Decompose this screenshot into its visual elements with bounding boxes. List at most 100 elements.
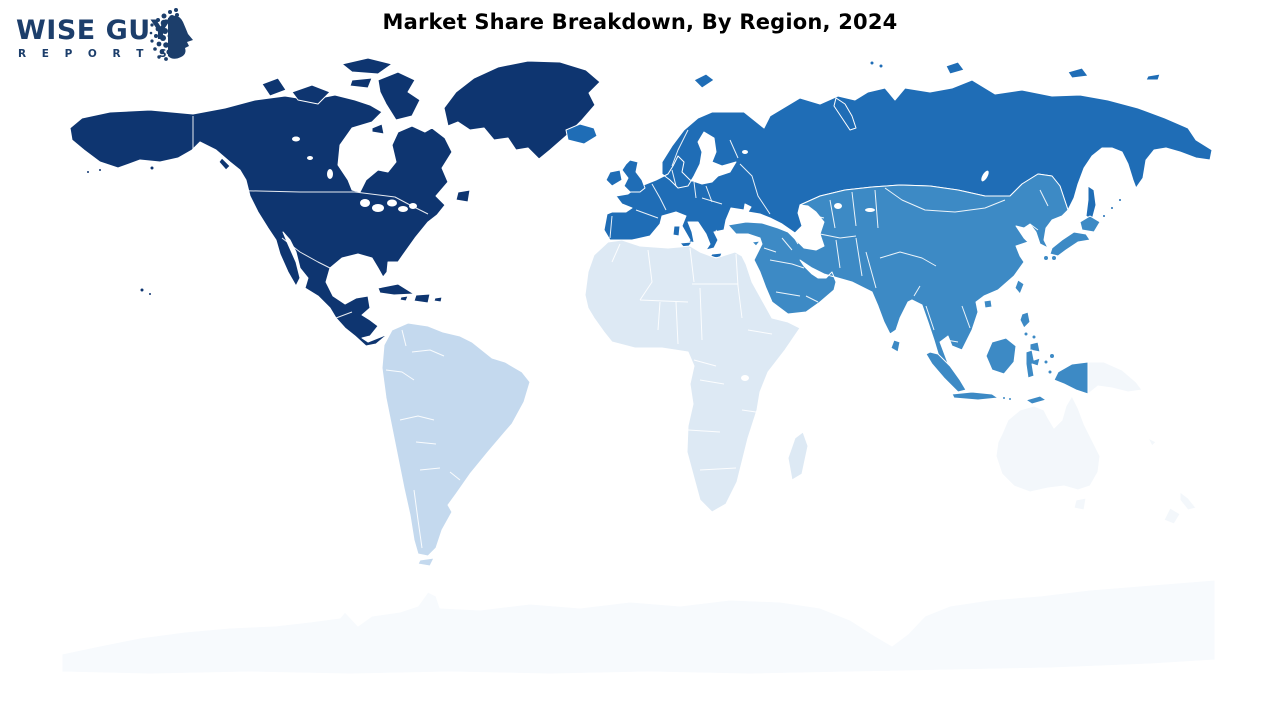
country-borders bbox=[192, 116, 1049, 549]
africa-mainland[interactable] bbox=[584, 239, 801, 513]
borders-africa bbox=[611, 243, 773, 471]
hainan[interactable] bbox=[983, 299, 993, 309]
borders-europe bbox=[609, 129, 771, 243]
bali-lombok-island[interactable] bbox=[1008, 397, 1012, 401]
north-america-mainland[interactable] bbox=[69, 94, 453, 347]
antarctica[interactable] bbox=[61, 579, 1216, 675]
cyprus[interactable] bbox=[751, 240, 761, 247]
sri-lanka[interactable] bbox=[890, 339, 901, 353]
madagascar[interactable] bbox=[787, 431, 809, 481]
hispaniola[interactable] bbox=[413, 293, 431, 304]
baffin-island[interactable] bbox=[377, 71, 421, 121]
maluku-island[interactable] bbox=[1047, 369, 1053, 375]
lake-erie bbox=[398, 206, 408, 212]
shikoku[interactable] bbox=[1051, 255, 1057, 261]
australia[interactable] bbox=[995, 395, 1101, 493]
region-asia-pacific bbox=[727, 173, 1101, 405]
tierra-del-fuego[interactable] bbox=[417, 557, 435, 567]
lake-victoria bbox=[741, 375, 749, 381]
honshu[interactable] bbox=[1049, 231, 1091, 257]
philippine-island[interactable] bbox=[1023, 331, 1029, 337]
franz-josef-land[interactable] bbox=[878, 63, 884, 69]
svalbard[interactable] bbox=[693, 73, 715, 89]
taiwan[interactable] bbox=[1014, 279, 1025, 295]
region-oceania bbox=[995, 361, 1197, 525]
aleutian-island[interactable] bbox=[86, 170, 90, 174]
greenland[interactable] bbox=[443, 60, 601, 160]
cuba[interactable] bbox=[377, 283, 415, 296]
logo-group: WISE GUY R E P O R T S bbox=[16, 8, 193, 61]
novaya-zemlya[interactable] bbox=[833, 97, 857, 131]
europe-russia-mainland[interactable] bbox=[603, 79, 1213, 251]
vancouver-island[interactable] bbox=[218, 157, 231, 171]
sumatra[interactable] bbox=[925, 351, 967, 393]
chart-title: Market Share Breakdown, By Region, 2024 bbox=[382, 10, 898, 34]
lake-ladoga bbox=[742, 150, 748, 154]
lakes bbox=[292, 136, 989, 381]
lake-great-slave bbox=[292, 136, 300, 142]
timor[interactable] bbox=[1025, 395, 1047, 405]
lake-superior bbox=[360, 199, 370, 207]
tasmania[interactable] bbox=[1073, 497, 1087, 511]
maluku-island[interactable] bbox=[1043, 359, 1049, 365]
region-north-america bbox=[69, 57, 601, 347]
new-zealand-south-island[interactable] bbox=[1163, 507, 1181, 525]
borders-north-america bbox=[192, 116, 429, 319]
south-america-mainland[interactable] bbox=[381, 322, 531, 557]
sakhalin[interactable] bbox=[1085, 185, 1097, 221]
bali-lombok-island[interactable] bbox=[1002, 396, 1006, 400]
banks-island[interactable] bbox=[261, 77, 287, 97]
java[interactable] bbox=[951, 391, 999, 401]
hokkaido[interactable] bbox=[1079, 215, 1101, 233]
lake-michigan bbox=[372, 204, 384, 212]
lake-ontario bbox=[409, 203, 417, 209]
newfoundland[interactable] bbox=[455, 189, 471, 203]
luzon[interactable] bbox=[1019, 311, 1031, 329]
region-south-america bbox=[381, 322, 531, 567]
halmahera[interactable] bbox=[1049, 353, 1055, 359]
kuril-island[interactable] bbox=[1110, 206, 1114, 210]
kodiak-island[interactable] bbox=[149, 165, 155, 171]
borders-south-america bbox=[385, 329, 461, 549]
borneo[interactable] bbox=[985, 337, 1017, 375]
wrangel-island[interactable] bbox=[1145, 73, 1161, 81]
dotted-head-icon bbox=[149, 8, 193, 61]
southampton-island[interactable] bbox=[371, 123, 385, 135]
severnaya-zemlya[interactable] bbox=[945, 61, 965, 75]
lake-athabasca bbox=[307, 156, 313, 160]
aleutian-island[interactable] bbox=[98, 168, 102, 172]
west-new-guinea[interactable] bbox=[1053, 361, 1089, 395]
jamaica[interactable] bbox=[399, 295, 409, 302]
lake-balkhash bbox=[865, 208, 875, 212]
lake-huron bbox=[387, 199, 397, 207]
kuril-island[interactable] bbox=[1118, 198, 1122, 202]
sardinia[interactable] bbox=[672, 225, 681, 237]
great-britain[interactable] bbox=[621, 159, 646, 193]
kyushu[interactable] bbox=[1043, 255, 1049, 261]
region-antarctica bbox=[61, 579, 1216, 675]
new-siberian-islands[interactable] bbox=[1067, 67, 1089, 79]
kuril-island[interactable] bbox=[1102, 214, 1106, 218]
new-zealand-north-island[interactable] bbox=[1179, 491, 1197, 511]
devon-island[interactable] bbox=[349, 77, 373, 89]
hawaii-island[interactable] bbox=[148, 292, 152, 296]
ireland[interactable] bbox=[605, 169, 623, 187]
lake-baikal bbox=[981, 170, 989, 182]
sulawesi[interactable] bbox=[1025, 349, 1041, 379]
victoria-island[interactable] bbox=[291, 84, 331, 105]
logo-subtitle-text: R E P O R T S bbox=[18, 48, 173, 60]
hawaii-island[interactable] bbox=[139, 287, 145, 293]
mindanao[interactable] bbox=[1029, 341, 1041, 353]
east-new-guinea[interactable] bbox=[1087, 361, 1143, 395]
ellesmere-island[interactable] bbox=[341, 57, 393, 75]
philippine-island[interactable] bbox=[1031, 334, 1037, 340]
aral-sea bbox=[834, 203, 842, 209]
iceland[interactable] bbox=[565, 123, 598, 145]
asia-mainland[interactable] bbox=[727, 173, 1069, 383]
new-caledonia[interactable] bbox=[1147, 437, 1157, 447]
wise-guy-reports-logo: WISE GUY R E P O R T S bbox=[16, 8, 193, 61]
franz-josef-land[interactable] bbox=[869, 60, 875, 66]
puerto-rico[interactable] bbox=[433, 296, 443, 303]
